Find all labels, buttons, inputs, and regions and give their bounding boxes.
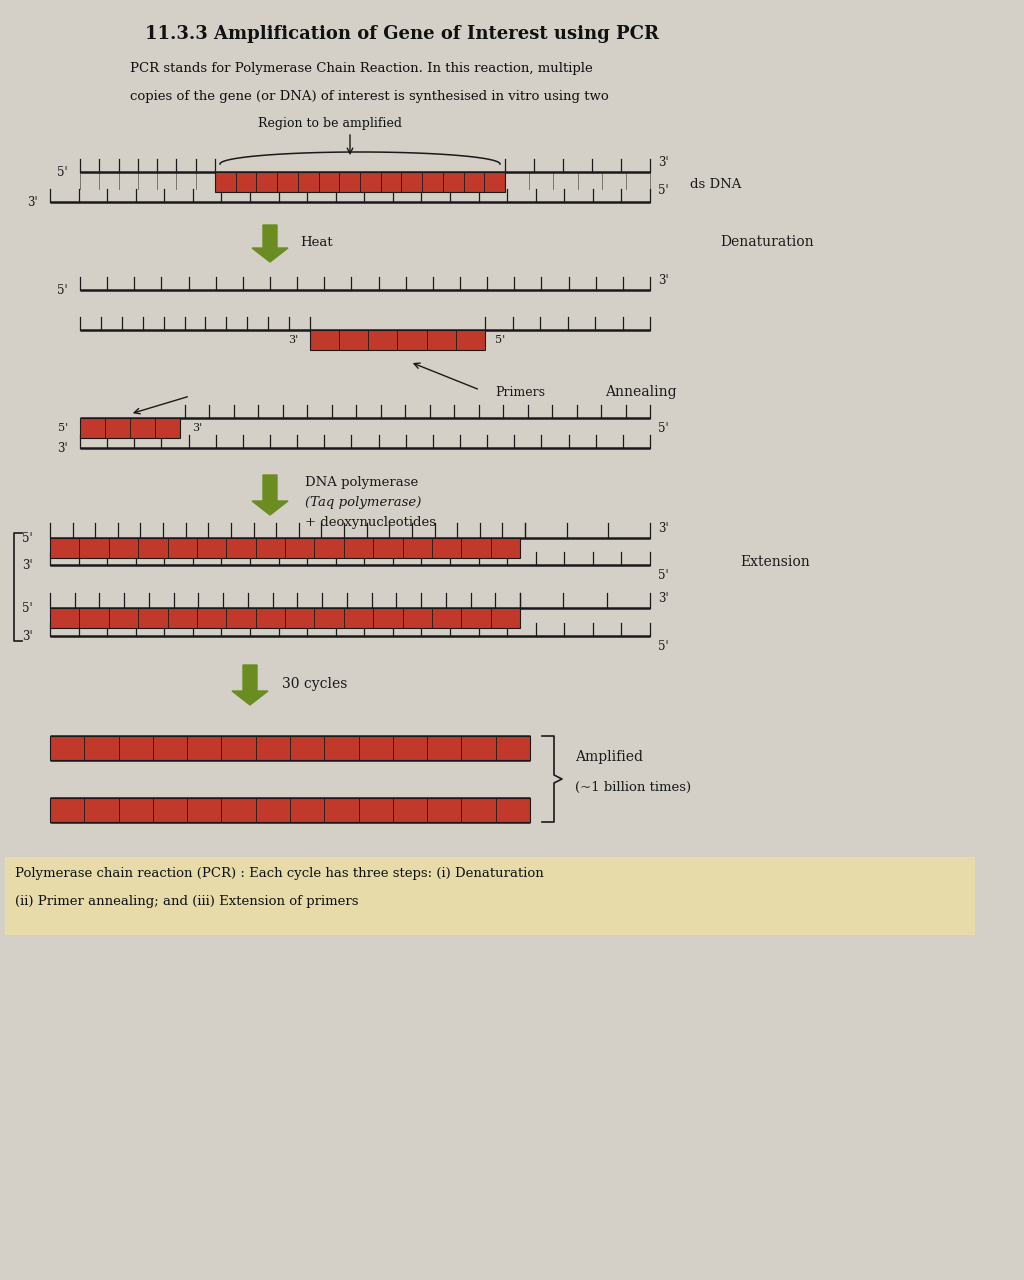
Text: Heat: Heat [300,236,333,248]
Text: (ii) Primer annealing; and (iii) Extension of primers: (ii) Primer annealing; and (iii) Extensi… [15,895,358,908]
Bar [80,419,180,438]
Text: (~1 billion times): (~1 billion times) [575,781,691,794]
Polygon shape [252,475,288,515]
Text: 3': 3' [193,422,203,433]
Bar [215,172,505,192]
Text: 5': 5' [57,422,68,433]
Bar [50,797,530,822]
Text: 5': 5' [658,570,669,582]
Text: Denaturation: Denaturation [720,236,814,250]
Text: 5': 5' [658,640,669,653]
Text: 3': 3' [658,156,669,169]
Text: copies of the gene (or DNA) of interest is synthesised in vitro using two: copies of the gene (or DNA) of interest … [130,90,608,102]
Text: + deoxynucleotides: + deoxynucleotides [305,516,436,529]
Text: DNA polymerase: DNA polymerase [305,475,418,489]
Text: 5': 5' [23,602,33,614]
Text: ds DNA: ds DNA [690,178,741,191]
Bar [5,858,975,934]
Text: 30 cycles: 30 cycles [282,677,347,691]
Text: 5': 5' [57,165,68,178]
Text: 5': 5' [495,335,505,346]
Text: 3': 3' [658,522,669,535]
Text: Primers: Primers [495,385,545,398]
Text: 5': 5' [57,283,68,297]
Text: 5': 5' [658,421,669,434]
Text: (Taq polymerase): (Taq polymerase) [305,495,421,508]
Bar [50,736,530,760]
Text: 3': 3' [28,196,38,209]
Text: Amplified: Amplified [575,750,643,764]
Text: 3': 3' [57,442,68,454]
Bar [50,608,520,628]
Text: 5': 5' [23,531,33,544]
Bar [50,538,520,558]
Polygon shape [232,666,268,705]
Polygon shape [252,225,288,262]
Text: 11.3.3 Amplification of Gene of Interest using PCR: 11.3.3 Amplification of Gene of Interest… [145,26,659,44]
Text: 3': 3' [658,274,669,287]
Text: Extension: Extension [740,556,810,570]
Text: 3': 3' [658,591,669,605]
Text: 3': 3' [23,630,33,643]
Text: Annealing: Annealing [605,385,677,399]
Text: Polymerase chain reaction (PCR) : Each cycle has three steps: (i) Denaturation: Polymerase chain reaction (PCR) : Each c… [15,867,544,881]
Text: PCR stands for Polymerase Chain Reaction. In this reaction, multiple: PCR stands for Polymerase Chain Reaction… [130,61,593,76]
Text: 5': 5' [658,184,669,197]
Text: 3': 3' [23,558,33,571]
Text: Region to be amplified: Region to be amplified [258,116,402,131]
Text: 3': 3' [288,335,298,346]
Bar [310,330,485,349]
